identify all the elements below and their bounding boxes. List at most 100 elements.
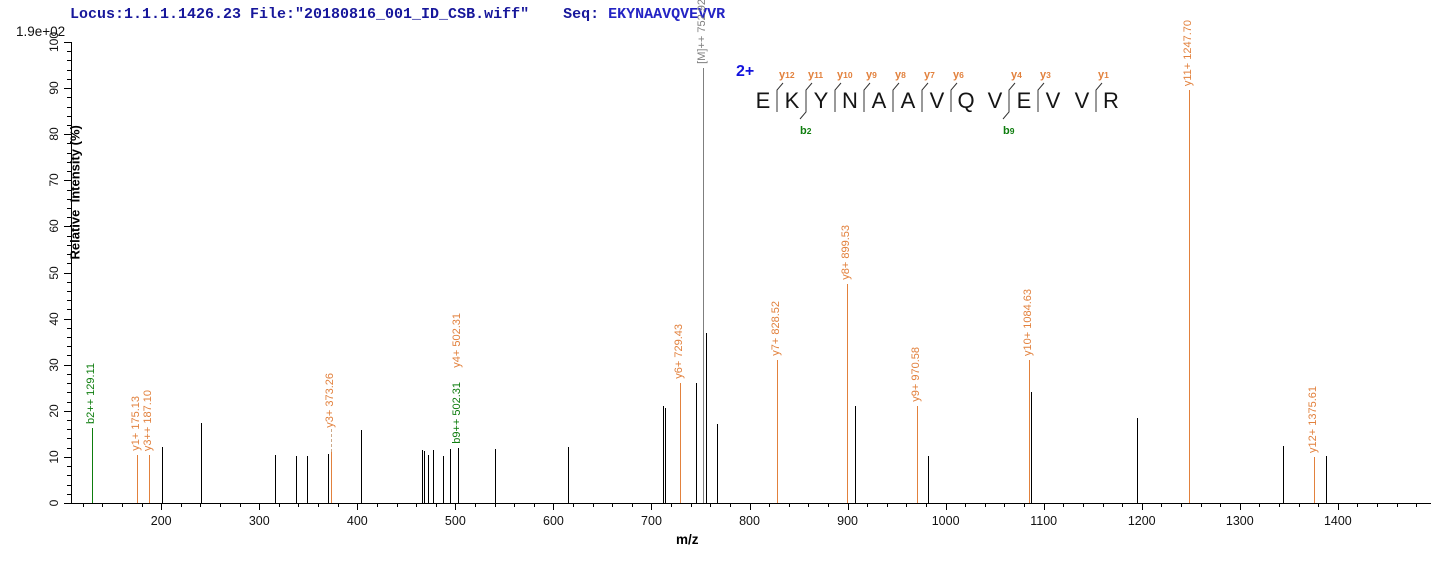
x-minor-tick: [1122, 503, 1124, 507]
peak-label: y7+ 828.52: [770, 301, 783, 357]
y-minor-tick: [67, 198, 71, 200]
x-minor-tick: [671, 503, 673, 507]
y-tick-label: 90: [47, 81, 61, 95]
peptide-residue: A: [900, 88, 916, 113]
annotated-peak: [1188, 90, 1190, 503]
peak: [450, 448, 452, 503]
seq-label: Seq:: [563, 6, 600, 23]
peptide-residue: K: [784, 88, 800, 113]
x-minor-tick: [1259, 503, 1261, 507]
annotated-peak: [916, 406, 918, 503]
x-minor-tick: [494, 503, 496, 507]
peak-label: y3++ 187.10: [141, 389, 154, 452]
x-minor-tick: [376, 503, 378, 507]
x-major-tick: [651, 503, 653, 510]
y-minor-tick: [67, 115, 71, 117]
peptide-residue: A: [871, 88, 887, 113]
cut-mark-line: [921, 82, 929, 112]
peak: [1326, 455, 1328, 503]
annotated-peak: [91, 427, 93, 503]
y-minor-tick: [67, 235, 71, 237]
x-minor-tick: [337, 503, 339, 507]
y-minor-tick: [67, 244, 71, 246]
y-minor-tick: [67, 438, 71, 440]
y-tick-label: 70: [47, 173, 61, 187]
peak-label: y6+ 729.43: [673, 324, 686, 380]
x-major-tick: [847, 503, 849, 510]
x-minor-tick: [690, 503, 692, 507]
seq-value: EKYNAAVQVEVVR: [608, 6, 726, 23]
peak: [295, 455, 297, 503]
y-tick-label: 60: [47, 219, 61, 234]
y-ion-label: y9: [866, 69, 877, 81]
annotated-peak: [148, 455, 150, 503]
residue-gap: [1064, 84, 1071, 120]
y-minor-tick: [67, 106, 71, 108]
x-minor-tick: [886, 503, 888, 507]
y-ion-label: y1: [1098, 69, 1109, 81]
x-major-tick: [455, 503, 457, 510]
y-minor-tick: [67, 309, 71, 311]
peak-label: [M]++ 752.92: [696, 0, 709, 64]
cut-mark-line: [892, 82, 900, 112]
y-tick-label: 10: [47, 450, 61, 464]
x-minor-tick: [729, 503, 731, 507]
y-ion-label: y3: [1040, 69, 1051, 81]
peak: [665, 408, 666, 503]
peak-label: y1+ 175.13: [129, 396, 142, 452]
y-minor-tick: [67, 290, 71, 292]
peak: [432, 450, 434, 503]
y-tick-label: 20: [47, 404, 61, 418]
y-major-tick: [64, 318, 71, 320]
x-minor-tick: [514, 503, 516, 507]
y-minor-tick: [67, 466, 71, 468]
peak: [161, 446, 163, 503]
y-minor-tick: [67, 143, 71, 145]
x-minor-tick: [1161, 503, 1163, 507]
x-minor-tick: [906, 503, 908, 507]
locus-file-label: Locus:1.1.1.1426.23 File:"20180816_001_I…: [70, 6, 530, 23]
y-minor-tick: [67, 97, 71, 99]
x-minor-tick: [1180, 503, 1182, 507]
y-minor-tick: [67, 254, 71, 256]
fragment-cut-mark: y11 b2: [799, 69, 823, 137]
x-minor-tick: [631, 503, 633, 507]
x-major-tick: [357, 503, 359, 510]
fragment-cut-mark: y1: [1093, 69, 1109, 120]
y-minor-tick: [67, 484, 71, 486]
y-minor-tick: [67, 447, 71, 449]
y-major-tick: [64, 42, 71, 43]
x-minor-tick: [965, 503, 967, 507]
y-tick-label: 50: [47, 265, 61, 280]
y-major-tick: [64, 503, 71, 504]
x-major-tick: [1141, 503, 1143, 510]
x-minor-tick: [1024, 503, 1026, 507]
peptide-residue: E: [1016, 88, 1032, 113]
x-minor-tick: [827, 503, 829, 507]
peptide-residue: V: [1074, 88, 1090, 113]
x-minor-tick: [1200, 503, 1202, 507]
y-minor-tick: [67, 189, 71, 191]
x-axis-title: m/z: [676, 532, 699, 547]
x-minor-tick: [533, 503, 535, 507]
peak: [663, 406, 665, 503]
peak-label: y12+ 1375.61: [1306, 385, 1319, 453]
y-minor-tick: [67, 392, 71, 394]
x-major-tick: [749, 503, 751, 510]
y-minor-tick: [67, 300, 71, 302]
x-minor-tick: [1102, 503, 1104, 507]
x-major-tick: [945, 503, 947, 510]
y-tick-label: 100: [47, 31, 61, 53]
x-tick-label: 200: [150, 514, 172, 528]
peak: [327, 453, 329, 503]
cut-mark-line: [1037, 82, 1045, 112]
fragment-cut-mark: y6: [948, 69, 964, 120]
y-ion-label: y10: [837, 69, 853, 81]
x-tick-label: 700: [641, 514, 662, 528]
y-ion-label: y6: [953, 69, 964, 81]
y-major-tick: [64, 226, 71, 228]
peak: [717, 423, 719, 503]
x-tick-label: 1400: [1323, 514, 1352, 528]
intensity-scale-max: 1.9e+02: [16, 24, 66, 39]
peak-label: y9+ 970.58: [909, 347, 922, 403]
